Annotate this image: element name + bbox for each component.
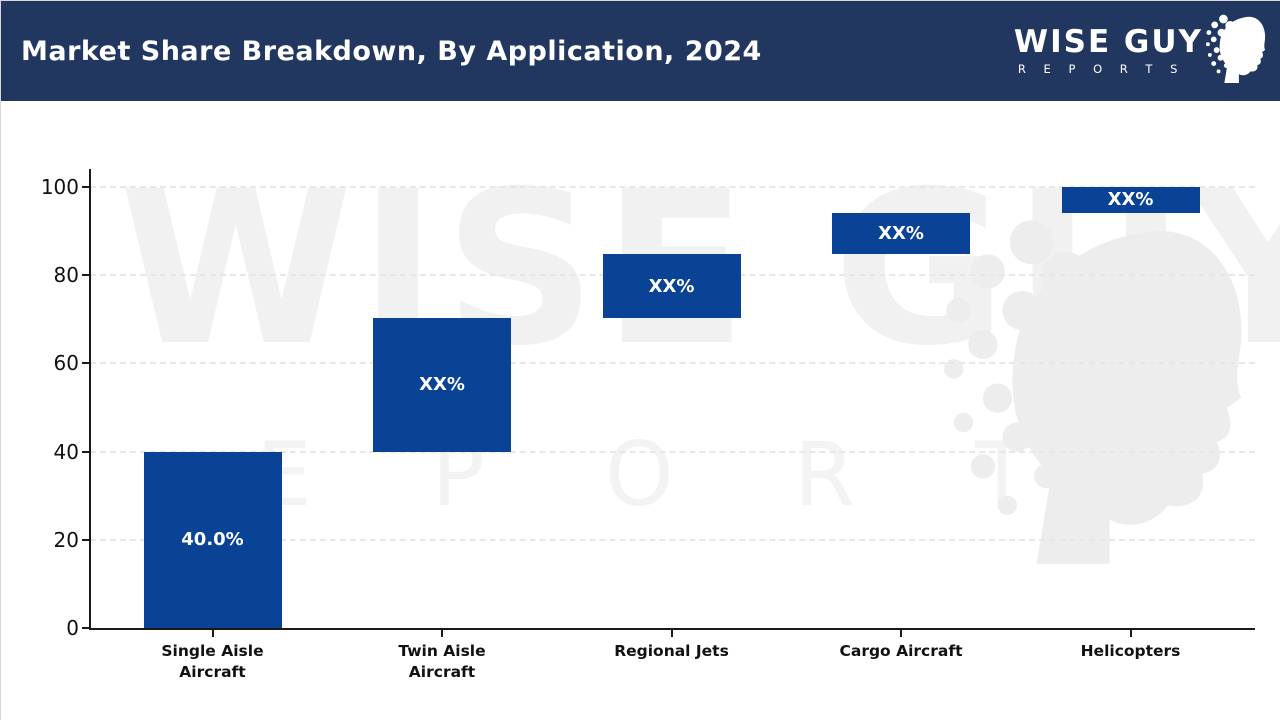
bar-twin-aisle-aircraft: XX% <box>373 317 511 452</box>
gridline <box>90 186 1255 188</box>
category-label: Helicopters <box>1021 641 1241 662</box>
bar-value-label: XX% <box>1107 189 1154 211</box>
brand-logo: WISE GUY R E P O R T S <box>1014 13 1267 89</box>
brand-tagline: R E P O R T S <box>1017 61 1185 76</box>
bar-regional-jets: XX% <box>602 254 741 318</box>
category-label: Single Aisle Aircraft <box>103 641 323 683</box>
bar-value-label: XX% <box>878 223 924 244</box>
y-axis-tick-label: 0 <box>66 616 79 640</box>
gridline <box>90 450 1255 453</box>
y-axis-tick-label: 40 <box>53 439 79 464</box>
gridline <box>90 538 1255 541</box>
y-axis-tick <box>82 362 90 365</box>
category-label-line: Aircraft <box>408 662 476 681</box>
category-label-line: Twin Aisle <box>398 642 486 660</box>
y-axis-tick <box>82 186 90 188</box>
y-axis-tick <box>82 450 90 453</box>
x-axis-tick <box>670 629 673 637</box>
dotted-head-icon <box>1205 14 1266 83</box>
page-title: Market Share Breakdown, By Application, … <box>21 35 762 67</box>
y-axis-tick <box>82 274 90 277</box>
bar-helicopters: XX% <box>1061 187 1200 213</box>
x-axis <box>89 628 1255 630</box>
bar-value-label: XX% <box>419 374 465 396</box>
category-label-line: Aircraft <box>179 662 246 681</box>
brand-name: WISE GUY <box>1013 23 1203 60</box>
category-label-line: Cargo Aircraft <box>839 642 963 660</box>
gridline <box>90 362 1255 365</box>
category-label: Regional Jets <box>562 641 782 662</box>
x-axis-tick <box>900 629 902 637</box>
brand-logo-text: WISE GUY R E P O R T S <box>1013 23 1203 76</box>
y-axis-tick-label: 20 <box>53 527 79 552</box>
x-axis-tick <box>211 629 214 637</box>
x-axis-tick <box>441 629 443 637</box>
y-axis-tick-label: 100 <box>40 175 79 199</box>
category-label-line: Single Aisle <box>161 642 264 660</box>
x-axis-tick <box>1129 629 1132 637</box>
bar-single-aisle-aircraft: 40.0% <box>143 451 282 628</box>
header: Market Share Breakdown, By Application, … <box>1 1 1280 101</box>
y-axis-tick <box>82 627 90 629</box>
category-label-line: Regional Jets <box>614 642 729 660</box>
bar-value-label: 40.0% <box>181 529 244 551</box>
y-axis-tick <box>82 538 90 541</box>
bar-value-label: XX% <box>648 275 695 297</box>
y-axis-tick-label: 80 <box>53 263 79 288</box>
category-label: Twin Aisle Aircraft <box>332 641 552 683</box>
y-axis-tick-label: 60 <box>53 351 79 376</box>
category-label-line: Helicopters <box>1080 642 1181 660</box>
category-label: Cargo Aircraft <box>791 641 1011 662</box>
bar-cargo-aircraft: XX% <box>832 212 970 255</box>
y-axis <box>89 169 91 630</box>
